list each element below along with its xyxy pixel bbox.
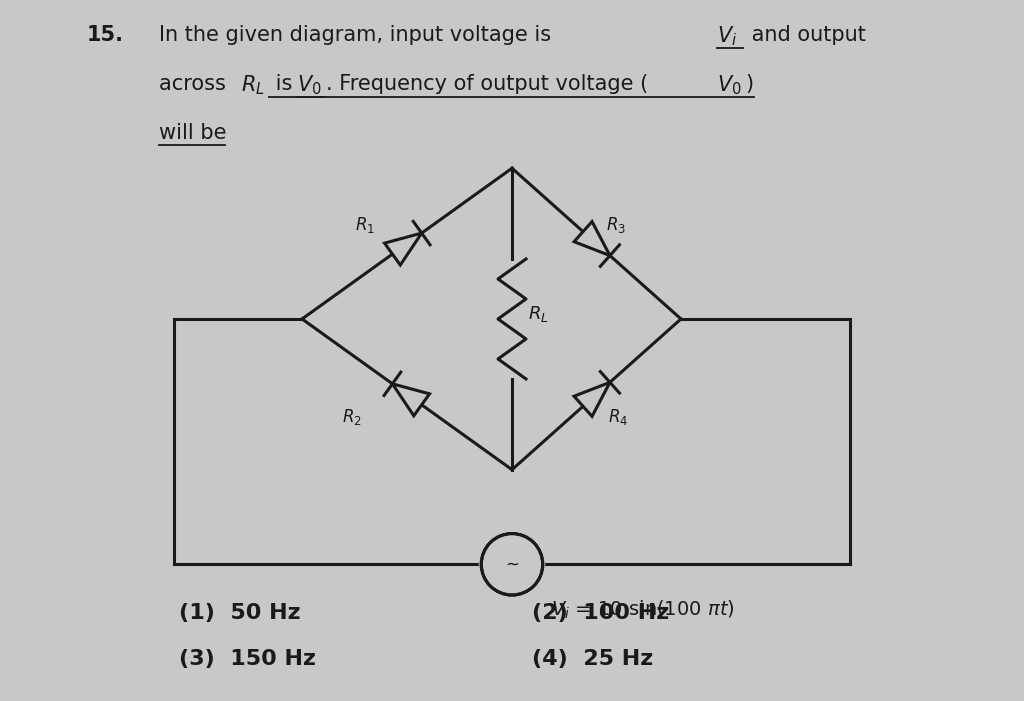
Text: (3)  150 Hz: (3) 150 Hz [179, 649, 316, 669]
Text: $R_3$: $R_3$ [606, 215, 627, 235]
Polygon shape [574, 222, 610, 256]
Text: $R_1$: $R_1$ [355, 215, 375, 235]
Text: $V_i$ = 10 sin(100 $\pi t$): $V_i$ = 10 sin(100 $\pi t$) [551, 599, 734, 621]
Text: will be: will be [159, 123, 226, 144]
Polygon shape [574, 382, 610, 416]
Circle shape [481, 533, 543, 595]
Text: 15.: 15. [87, 25, 124, 45]
Text: In the given diagram, input voltage is: In the given diagram, input voltage is [159, 25, 557, 45]
Text: ~: ~ [505, 555, 519, 573]
Text: is: is [269, 74, 299, 94]
Text: (4)  25 Hz: (4) 25 Hz [532, 649, 653, 669]
Text: $V_0$: $V_0$ [717, 74, 741, 97]
Polygon shape [392, 384, 429, 416]
Text: $R_L$: $R_L$ [528, 304, 549, 324]
Text: $R_2$: $R_2$ [342, 407, 361, 428]
Text: (2)  100 Hz: (2) 100 Hz [532, 604, 670, 623]
Text: (1)  50 Hz: (1) 50 Hz [179, 604, 301, 623]
Text: $R_L$: $R_L$ [241, 74, 264, 97]
Text: across: across [159, 74, 232, 94]
Text: ): ) [745, 74, 754, 94]
Text: $R_4$: $R_4$ [608, 407, 629, 428]
Text: and output: and output [745, 25, 866, 45]
Text: $V_0$: $V_0$ [297, 74, 322, 97]
Text: $V_i$: $V_i$ [717, 25, 737, 48]
Text: . Frequency of output voltage (: . Frequency of output voltage ( [326, 74, 648, 94]
Polygon shape [385, 233, 422, 265]
